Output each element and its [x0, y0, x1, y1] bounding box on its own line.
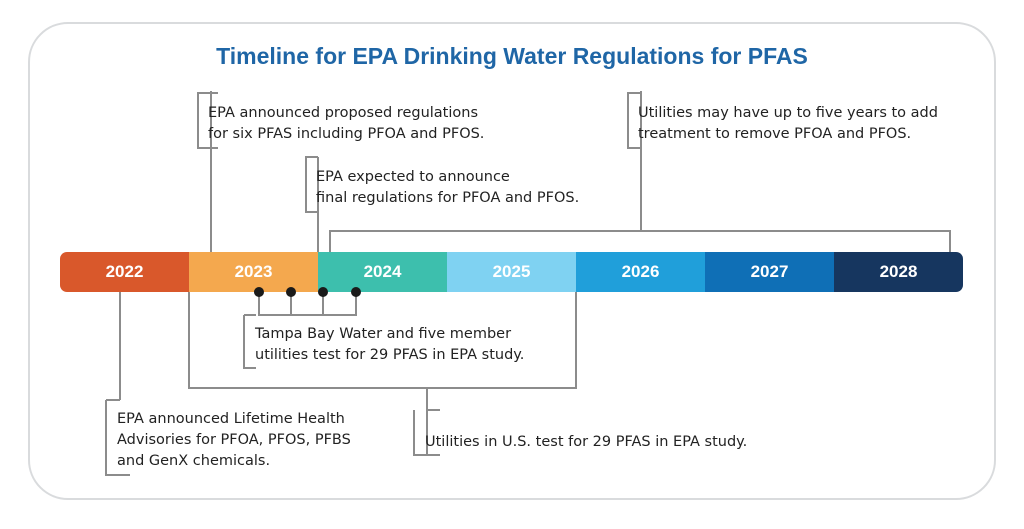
year-2026: 2026: [576, 252, 705, 292]
connector-proposed: [197, 91, 218, 252]
note-tampa-bay: Tampa Bay Water and five member utilitie…: [255, 326, 525, 363]
note-final-regulations: EPA expected to announce final regulatio…: [316, 169, 580, 206]
connector-us-test: [188, 292, 577, 456]
dot-3: [318, 287, 328, 297]
page-title: Timeline for EPA Drinking Water Regulati…: [216, 43, 808, 69]
dot-1: [254, 287, 264, 297]
timeline-bar: 2022 2023 2024 2025 2026 2027 2028: [60, 252, 963, 292]
note-health-advisories: EPA announced Lifetime Health Advisories…: [117, 411, 351, 469]
year-2025: 2025: [447, 252, 576, 292]
year-2028: 2028: [834, 252, 963, 292]
connector-final: [305, 156, 319, 252]
year-2023: 2023: [189, 252, 318, 292]
note-us-test: Utilities in U.S. test for 29 PFAS in EP…: [425, 434, 748, 450]
note-proposed-regulations: EPA announced proposed regulations for s…: [208, 105, 485, 142]
note-treatment: Utilities may have up to five years to a…: [638, 105, 938, 142]
year-2027: 2027: [705, 252, 834, 292]
connector-tampa: [243, 292, 357, 369]
year-2024: 2024: [318, 252, 447, 292]
dot-4: [351, 287, 361, 297]
connector-treatment: [329, 91, 951, 252]
dot-2: [286, 287, 296, 297]
connector-advisories: [105, 292, 130, 476]
year-2022: 2022: [60, 252, 189, 292]
